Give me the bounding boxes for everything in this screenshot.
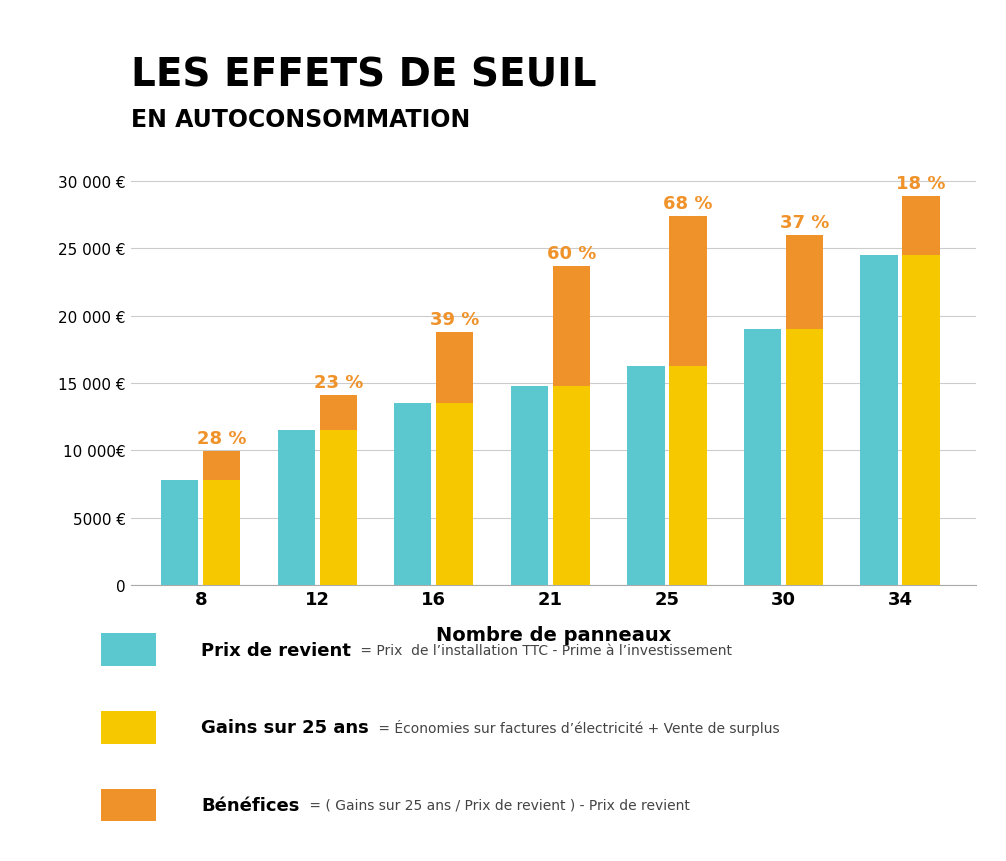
Text: = Prix  de l’installation TTC - Prime à l’investissement: = Prix de l’installation TTC - Prime à l… [356, 643, 732, 657]
Bar [320, 430, 357, 585]
Bar [394, 404, 432, 585]
Bar [161, 480, 198, 585]
Bar [278, 430, 315, 585]
Text: Prix de revient: Prix de revient [201, 641, 351, 659]
X-axis label: Nombre de panneaux: Nombre de panneaux [436, 625, 671, 644]
Text: EN AUTOCONSOMMATION: EN AUTOCONSOMMATION [131, 108, 470, 132]
Bar [743, 330, 782, 585]
Bar [437, 404, 474, 585]
Bar [203, 451, 240, 480]
Text: 39 %: 39 % [431, 311, 480, 329]
Bar [437, 333, 474, 404]
Bar [552, 387, 590, 585]
Text: Bénéfices: Bénéfices [201, 796, 300, 814]
Bar [902, 196, 940, 256]
Text: 23 %: 23 % [314, 373, 363, 391]
Text: 68 %: 68 % [663, 195, 712, 213]
Bar [902, 256, 940, 585]
Bar [860, 256, 897, 585]
Bar [669, 366, 706, 585]
Bar [203, 480, 240, 585]
Bar [669, 217, 706, 366]
Text: 60 %: 60 % [546, 245, 596, 263]
Bar [320, 395, 357, 430]
Text: 18 %: 18 % [896, 175, 946, 193]
Text: = Économies sur factures d’électricité + Vente de surplus: = Économies sur factures d’électricité +… [374, 720, 780, 735]
Text: 37 %: 37 % [780, 214, 829, 232]
Bar [552, 267, 590, 387]
Text: = ( Gains sur 25 ans / Prix de revient ) - Prix de revient: = ( Gains sur 25 ans / Prix de revient )… [305, 798, 689, 812]
Text: 28 %: 28 % [197, 429, 246, 447]
Bar [786, 330, 823, 585]
Text: LES EFFETS DE SEUIL: LES EFFETS DE SEUIL [131, 56, 597, 94]
Bar [786, 235, 823, 330]
Bar [628, 366, 665, 585]
Bar [511, 387, 548, 585]
Text: Gains sur 25 ans: Gains sur 25 ans [201, 719, 369, 736]
